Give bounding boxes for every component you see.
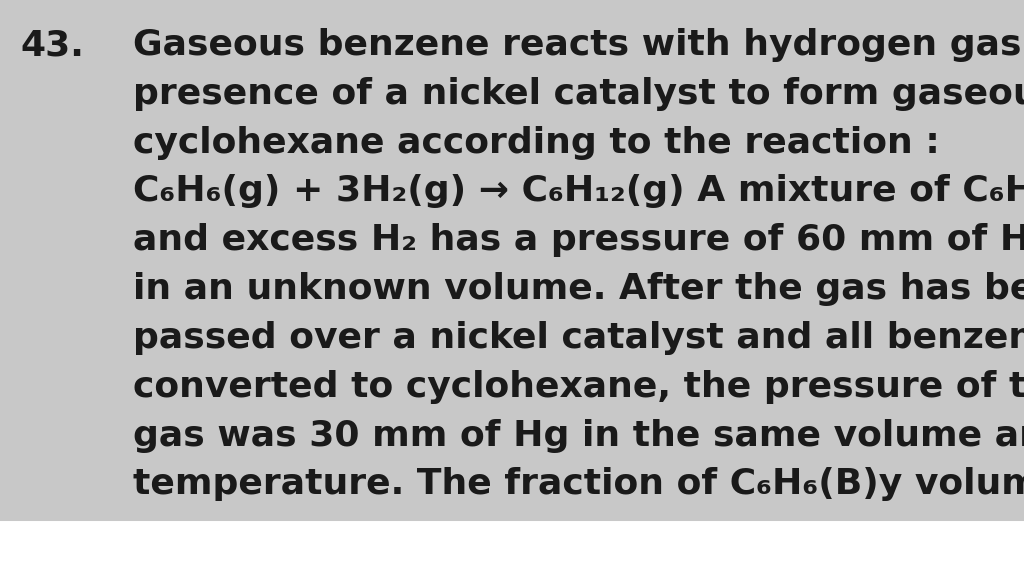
Text: in an unknown volume. After the gas has been: in an unknown volume. After the gas has … xyxy=(133,272,1024,306)
Text: converted to cyclohexane, the pressure of the: converted to cyclohexane, the pressure o… xyxy=(133,370,1024,404)
Text: cyclohexane according to the reaction :: cyclohexane according to the reaction : xyxy=(133,126,940,160)
Text: 43.: 43. xyxy=(20,28,84,62)
Text: presence of a nickel catalyst to form gaseous: presence of a nickel catalyst to form ga… xyxy=(133,77,1024,111)
Text: C₆H₆(g) + 3H₂(g) → C₆H₁₂(g) A mixture of C₆H₆: C₆H₆(g) + 3H₂(g) → C₆H₁₂(g) A mixture of… xyxy=(133,174,1024,209)
Text: gas was 30 mm of Hg in the same volume and: gas was 30 mm of Hg in the same volume a… xyxy=(133,419,1024,453)
Text: Gaseous benzene reacts with hydrogen gas in: Gaseous benzene reacts with hydrogen gas… xyxy=(133,28,1024,62)
Text: and excess H₂ has a pressure of 60 mm of Hg: and excess H₂ has a pressure of 60 mm of… xyxy=(133,223,1024,257)
Text: passed over a nickel catalyst and all benzene: passed over a nickel catalyst and all be… xyxy=(133,321,1024,355)
Text: temperature. The fraction of C₆H₆(B)y volume): temperature. The fraction of C₆H₆(B)y vo… xyxy=(133,467,1024,502)
FancyBboxPatch shape xyxy=(0,522,1024,561)
